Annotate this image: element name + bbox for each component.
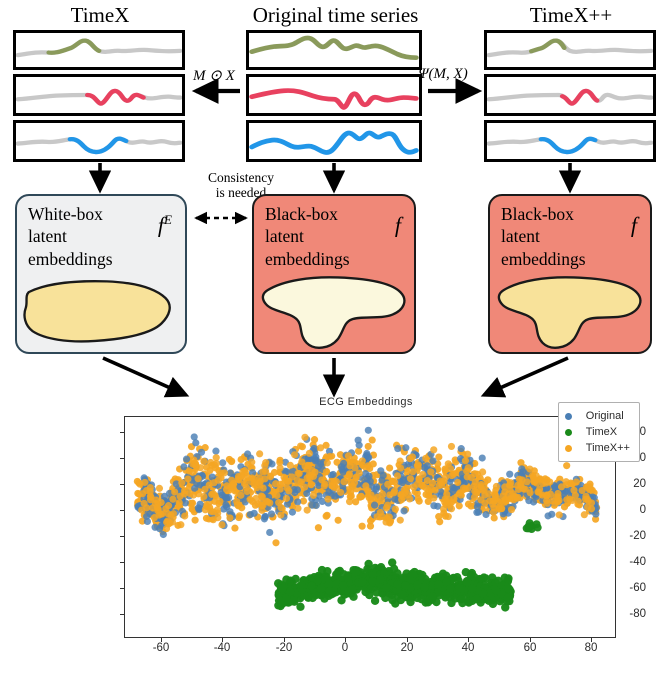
x-tick-label: 0 <box>341 642 349 654</box>
legend-label: TimeX <box>585 426 618 438</box>
x-tick-label: 20 <box>400 642 414 654</box>
white-box-function-symbol: fE <box>158 212 172 238</box>
x-tick-label: 40 <box>461 642 475 654</box>
black-box-original-line-3: embeddings <box>265 248 350 269</box>
y-tick-label: -40 <box>629 556 646 568</box>
black-box-original-line-2: latent <box>265 226 304 247</box>
y-tick-label: -80 <box>629 608 646 620</box>
timex-panel-green <box>13 30 185 70</box>
y-tick-label: 20 <box>633 478 646 490</box>
consistency-line-2: is needed <box>215 185 267 201</box>
black-box-original-fn-base: f <box>394 212 401 238</box>
arrow-blackbox-timexpp-to-plot <box>480 356 569 398</box>
black-box-timexpp-blob <box>490 255 650 352</box>
original-panel-red <box>246 74 422 116</box>
column-title-original: Original time series <box>252 3 419 27</box>
consistency-label: Consistency is needed <box>186 170 296 200</box>
black-box-timexpp-line-1: Black-box <box>501 204 574 224</box>
column-title-timexpp: TimeX++ <box>529 3 613 27</box>
plot-canvas <box>124 416 616 638</box>
arrow-whitebox-to-plot <box>102 356 190 398</box>
legend-item-timexpp: TimeX++ <box>564 440 630 456</box>
legend-item-timex: TimeX <box>564 424 630 440</box>
black-box-original-function-symbol: f <box>395 212 401 238</box>
y-tick-label: -60 <box>629 582 646 594</box>
x-tick-mark <box>407 638 408 642</box>
x-tick-label: 60 <box>523 642 537 654</box>
consistency-line-1: Consistency <box>208 170 274 185</box>
y-tick-mark <box>120 562 124 563</box>
white-box-line-1: White-box <box>28 204 103 224</box>
mask-transform-label: M ⊙ X <box>193 68 235 84</box>
psi-transform-label: Ψ(M, X) <box>418 66 468 82</box>
original-panel-green <box>246 30 422 70</box>
x-tick-mark <box>530 638 531 642</box>
y-tick-label: 0 <box>639 504 646 516</box>
legend-label: TimeX++ <box>585 442 630 454</box>
x-tick-label: -40 <box>213 642 231 654</box>
black-box-original-text: Black-box latent embeddings <box>265 203 383 270</box>
y-tick-mark <box>120 510 124 511</box>
black-box-latent-embeddings-original: Black-box latent embeddings f <box>252 194 416 354</box>
legend-label: Original <box>585 410 624 422</box>
scatter-points <box>133 426 601 612</box>
white-box-text: White-box latent embeddings <box>28 203 146 270</box>
white-box-line-2: latent <box>28 226 67 247</box>
timexpp-panel-red <box>484 74 656 116</box>
ecg-embeddings-plot: ECG Embeddings 60 40 20 0 -20 -40 -60 -8… <box>86 396 646 674</box>
legend-item-original: Original <box>564 408 630 424</box>
white-box-fn-sup: E <box>164 212 172 227</box>
plot-legend: Original TimeX TimeX++ <box>557 402 640 462</box>
white-box-fn-base: f <box>157 212 165 238</box>
black-box-original-blob <box>254 255 414 352</box>
legend-dot-icon <box>564 428 572 436</box>
black-box-timexpp-text: Black-box latent embeddings <box>501 203 619 270</box>
y-tick-mark <box>120 484 124 485</box>
legend-dot-icon <box>564 444 572 452</box>
timex-panel-blue <box>13 120 185 162</box>
x-tick-mark <box>222 638 223 642</box>
timexpp-panel-blue <box>484 120 656 162</box>
plot-title: ECG Embeddings <box>319 396 413 408</box>
black-box-timexpp-function-symbol: f <box>631 212 637 238</box>
y-tick-mark <box>120 432 124 433</box>
x-tick-mark <box>591 638 592 642</box>
x-tick-label: -20 <box>275 642 293 654</box>
x-tick-mark <box>345 638 346 642</box>
y-tick-label: -20 <box>629 530 646 542</box>
white-box-blob <box>17 255 185 352</box>
timexpp-panel-green <box>484 30 656 70</box>
timex-panel-red <box>13 74 185 116</box>
white-box-latent-embeddings: White-box latent embeddings fE <box>15 194 187 354</box>
original-panel-blue <box>246 120 422 162</box>
y-tick-mark <box>120 588 124 589</box>
black-box-timexpp-line-2: latent <box>501 226 540 247</box>
x-tick-mark <box>468 638 469 642</box>
legend-dot-icon <box>564 412 572 420</box>
black-box-timexpp-line-3: embeddings <box>501 248 586 269</box>
y-tick-mark <box>120 614 124 615</box>
x-tick-label: -60 <box>152 642 170 654</box>
x-tick-mark <box>284 638 285 642</box>
x-tick-mark <box>161 638 162 642</box>
y-tick-mark <box>120 458 124 459</box>
y-tick-mark <box>120 536 124 537</box>
x-tick-label: 80 <box>584 642 598 654</box>
black-box-timexpp-fn-base: f <box>630 212 637 238</box>
column-title-timex: TimeX <box>70 3 130 27</box>
black-box-original-line-1: Black-box <box>265 204 338 224</box>
white-box-line-3: embeddings <box>28 248 113 269</box>
black-box-latent-embeddings-timexpp: Black-box latent embeddings f <box>488 194 652 354</box>
